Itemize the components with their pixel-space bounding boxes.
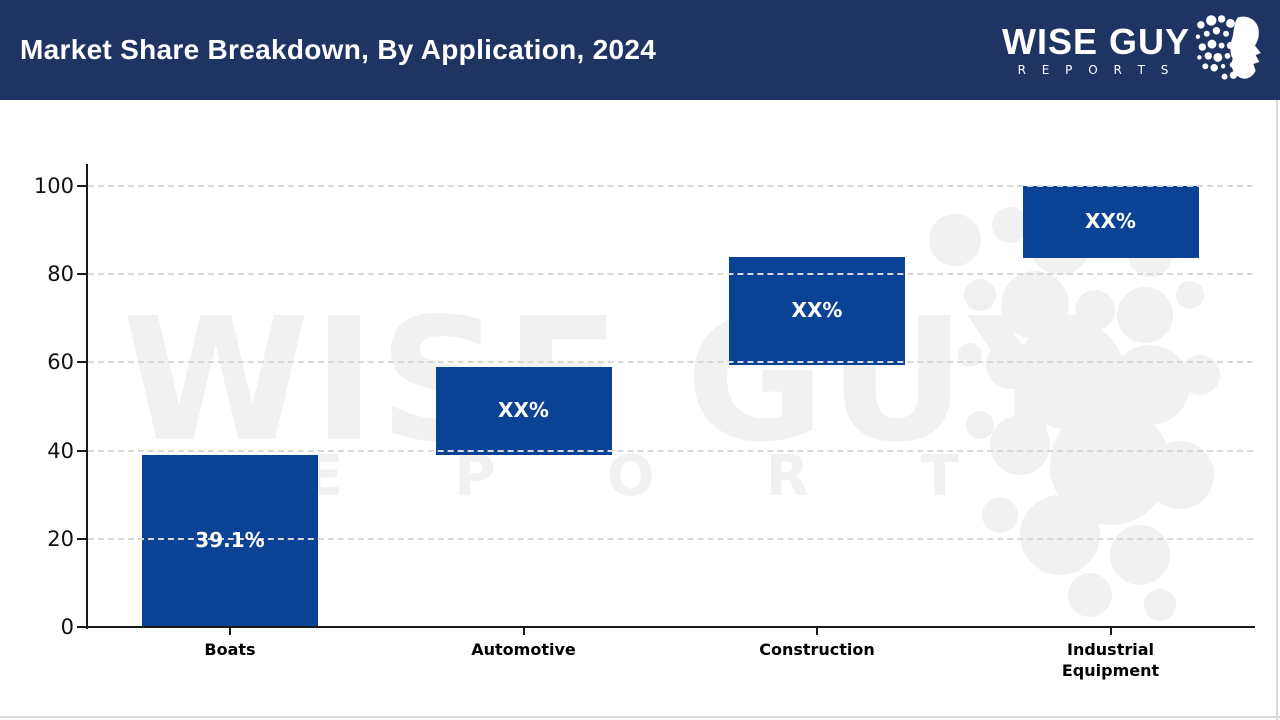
y-tick-mark xyxy=(77,185,87,187)
y-tick-mark xyxy=(77,626,87,628)
bar-value-label: 39.1% xyxy=(195,527,265,552)
gridline-y-80 xyxy=(88,273,1253,276)
bottom-edge-line xyxy=(0,716,1280,718)
logo-face-icon xyxy=(1195,15,1261,80)
bar-industrial-equipment xyxy=(1022,186,1199,258)
category-label: Construction xyxy=(759,640,875,659)
y-tick-label: 20 xyxy=(47,526,74,551)
y-tick-label: 100 xyxy=(33,174,74,198)
x-tick-mark xyxy=(816,628,818,635)
logo-subtitle: R E P O R T S xyxy=(1017,62,1175,77)
y-axis-line xyxy=(86,164,88,629)
x-tick-mark xyxy=(522,628,525,635)
x-tick-mark xyxy=(1109,628,1112,635)
gridline-y-60 xyxy=(88,361,1253,364)
bar-value-label: XX% xyxy=(1085,208,1136,233)
y-tick-mark xyxy=(77,273,87,276)
gridline-y-20 xyxy=(88,537,1253,540)
page-title: Market Share Breakdown, By Application, … xyxy=(20,34,657,65)
y-tick-mark xyxy=(77,537,87,540)
x-axis-line xyxy=(86,626,1255,628)
category-label: Industrial Equipment xyxy=(1061,640,1160,680)
y-tick-label: 60 xyxy=(47,350,74,375)
watermark-face-dots xyxy=(929,207,1220,621)
category-label: Automotive xyxy=(471,640,576,659)
logo-wordmark: WISE GUY xyxy=(1001,20,1190,62)
logo-text: WISE GUY R E P O R T S xyxy=(1001,20,1190,77)
gridline-y-40 xyxy=(88,449,1253,452)
y-tick-label: 80 xyxy=(47,262,74,287)
wise-guy-reports-logo: WISE GUY R E P O R T S xyxy=(1002,10,1266,90)
y-tick-mark xyxy=(77,361,87,364)
y-tick-mark xyxy=(77,449,87,452)
right-edge-line xyxy=(1276,100,1278,720)
header-bar: Market Share Breakdown, By Application, … xyxy=(0,0,1280,100)
gridline-y-100 xyxy=(88,185,1253,187)
y-tick-label: 40 xyxy=(47,438,74,463)
bar-value-label: XX% xyxy=(791,298,843,323)
bar-automotive xyxy=(435,366,612,455)
category-label: Boats xyxy=(204,640,256,659)
y-tick-label: 0 xyxy=(60,615,74,639)
bar-value-label: XX% xyxy=(498,397,549,422)
bar-boats xyxy=(142,454,318,627)
x-tick-mark xyxy=(229,628,231,635)
